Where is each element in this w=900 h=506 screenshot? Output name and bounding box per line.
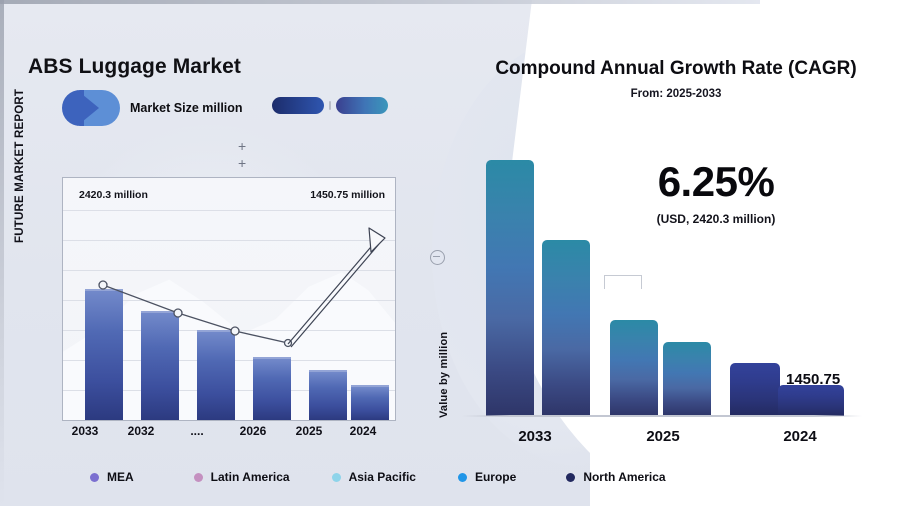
cagr-subtitle: From: 2025-2033 — [630, 88, 722, 100]
x-axis-label-2026: 2026 — [239, 424, 267, 438]
cagr-x-axis-label-2025: 2025 — [646, 428, 680, 445]
gradient-pill-secondary — [336, 97, 388, 114]
legend-item-europe[interactable]: Europe — [457, 470, 517, 484]
end-value-label: 1450.75 million — [310, 189, 385, 201]
legend-item-mea[interactable]: MEA — [90, 470, 134, 484]
cagr-bar-2024-secondary — [778, 385, 844, 416]
legend-marker-europe — [457, 472, 467, 482]
legend-label-europe: Europe — [474, 470, 517, 484]
gradient-pill-primary — [272, 97, 324, 114]
bracket-decoration — [604, 275, 642, 289]
x-axis-label-2025: 2025 — [295, 424, 323, 438]
circle-minus-icon[interactable] — [430, 250, 445, 265]
x-axis-label-2024: 2024 — [349, 424, 377, 438]
legend-label-latin-america: Latin America — [210, 470, 290, 484]
value-by-million-label: Value by million — [438, 331, 450, 418]
market-size-legend-label: Market Size million — [130, 101, 243, 115]
market-size-legend: Market Size million — [62, 90, 243, 126]
x-axis-label-2032: 2032 — [127, 424, 155, 438]
plus-marks-decoration: + + — [238, 138, 247, 171]
bar-2025 — [309, 370, 347, 420]
legend-item-asia-pacific[interactable]: Asia Pacific — [331, 470, 416, 484]
panel-left-edge — [0, 0, 4, 506]
legend-label-mea: MEA — [107, 470, 134, 484]
legend-marker-latin-america — [193, 472, 203, 482]
cagr-x-axis-label-2024: 2024 — [783, 428, 817, 445]
legend-item-north-america[interactable]: North America — [566, 470, 666, 484]
pill-separator-dot — [329, 101, 331, 110]
legend-marker-north-america — [566, 472, 576, 482]
x-axis-label-dots: .... — [190, 424, 204, 438]
gradient-pill-group — [272, 97, 388, 114]
cagr-bar-2033-secondary — [542, 240, 590, 416]
growth-arrow — [287, 227, 386, 348]
legend-item-latin-america[interactable]: Latin America — [193, 470, 290, 484]
bar-2033 — [85, 289, 123, 420]
cagr-chart-baseline — [462, 415, 862, 417]
x-axis-label-2033: 2033 — [71, 424, 99, 438]
cagr-x-axis-label-2033: 2033 — [518, 428, 552, 445]
cagr-note: (USD, 2420.3 million) — [656, 212, 776, 226]
cagr-data-label-2024: 1450.75 — [786, 371, 841, 388]
bar-2026 — [253, 357, 291, 420]
cagr-bar-2033-primary — [486, 160, 534, 416]
start-value-label: 2420.3 million — [79, 189, 148, 201]
legend-label-north-america: North America — [583, 470, 666, 484]
legend-label-asia-pacific: Asia Pacific — [348, 470, 416, 484]
cagr-bar-2025-primary — [610, 320, 658, 416]
bar-dots — [197, 330, 235, 420]
market-size-chart: 2420.3 million 1450.75 million 🖹 ▦ — [62, 177, 396, 421]
legend-marker-mea — [90, 472, 99, 482]
panel-top-edge — [0, 0, 760, 4]
trend-line-overlay — [98, 227, 386, 348]
pie-chart-icon — [62, 90, 120, 126]
cagr-title: Compound Annual Growth Rate (CAGR) — [495, 58, 857, 79]
region-legend: MEA Latin America Asia Pacific Europe No… — [0, 462, 900, 492]
cagr-bar-2024-primary — [730, 363, 780, 416]
future-market-report-label: FUTURE MARKET REPORT — [14, 88, 26, 243]
legend-marker-asia-pacific — [331, 472, 341, 482]
cagr-bar-2025-secondary — [663, 342, 711, 416]
bar-2032 — [141, 311, 179, 420]
cagr-value: 6.25% — [657, 158, 775, 205]
page-title: ABS Luggage Market — [28, 55, 241, 78]
bar-2024 — [351, 385, 389, 420]
